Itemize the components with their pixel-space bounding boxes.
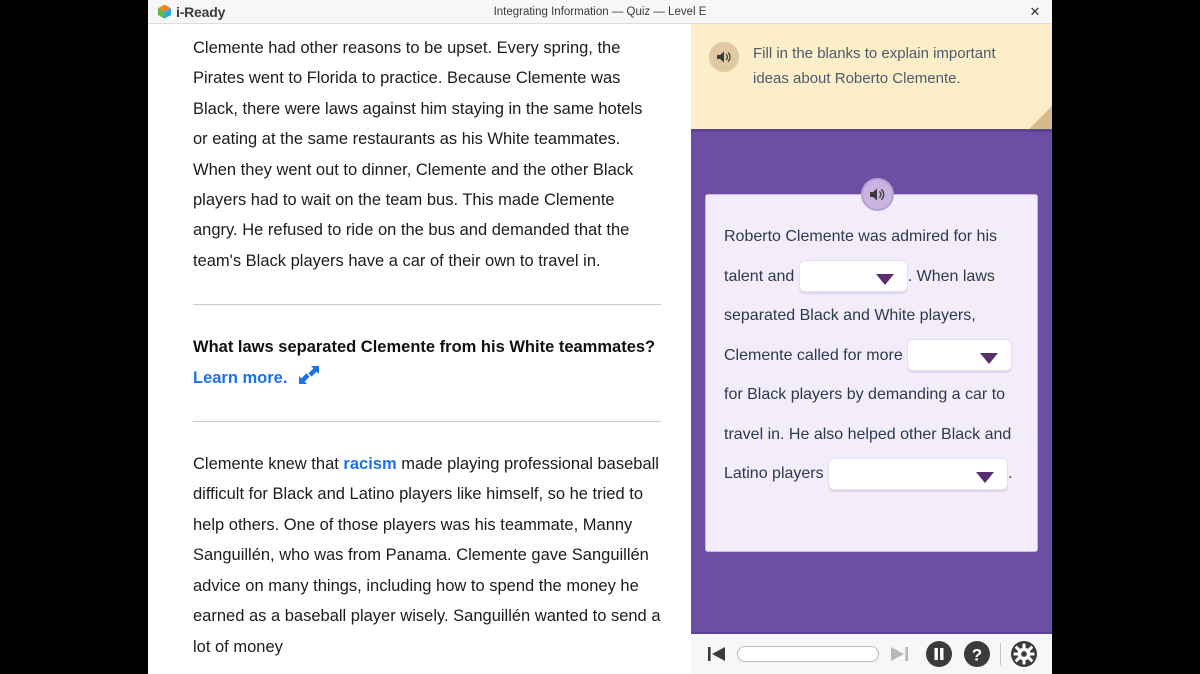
blank-dropdown-3[interactable] (828, 457, 1009, 490)
card-segment-1: Roberto Clemente was admired for his tal… (724, 228, 998, 285)
card-speaker-icon[interactable] (861, 178, 894, 211)
previous-icon[interactable] (705, 643, 729, 665)
reading-pane: Clemente had other reasons to be upset. … (148, 24, 691, 674)
iready-logo: i-Ready (157, 4, 225, 20)
comprehension-question: What laws separated Clemente from his Wh… (193, 332, 661, 395)
toolbar-divider (1000, 643, 1001, 665)
card-segment-2: . When laws separated Black and White pl… (724, 267, 995, 364)
help-icon[interactable]: ? (963, 640, 991, 668)
card-segment-3: for Black players by demanding a car to … (724, 386, 1012, 482)
passage-paragraph-2: Clemente knew that racism made playing p… (193, 449, 661, 662)
fill-in-the-blank-card: Roberto Clemente was admired for his tal… (705, 194, 1038, 552)
title-bar: i-Ready Integrating Information — Quiz —… (148, 0, 1052, 24)
app-window: i-Ready Integrating Information — Quiz —… (148, 0, 1052, 674)
logo-text: i-Ready (176, 3, 226, 20)
instruction-text: Fill in the blanks to explain important … (753, 45, 996, 87)
progress-bar[interactable] (737, 646, 880, 662)
svg-text:?: ? (972, 646, 982, 665)
passage-paragraph-1: Clemente had other reasons to be upset. … (193, 39, 643, 270)
settings-icon[interactable] (1010, 640, 1038, 668)
player-toolbar: ? (691, 632, 1052, 674)
glossary-link-racism[interactable]: racism (343, 455, 397, 474)
instruction-callout: Fill in the blanks to explain important … (691, 24, 1052, 132)
next-icon[interactable] (887, 643, 911, 665)
card-segment-4: . (1008, 465, 1013, 482)
cube-logo-icon (157, 4, 172, 19)
letterbox-right (1052, 0, 1200, 674)
window-title: Integrating Information — Quiz — Level E (493, 5, 707, 18)
paragraph2-rest: made playing professional baseball diffi… (193, 455, 661, 656)
speaker-icon[interactable] (709, 42, 739, 72)
question-text: What laws separated Clemente from his Wh… (193, 338, 656, 357)
learn-more-link[interactable]: Learn more. (193, 368, 288, 387)
divider-bottom (193, 421, 661, 423)
blank-dropdown-1[interactable] (798, 260, 908, 293)
callout-underline (691, 129, 1052, 132)
blank-dropdown-2[interactable] (907, 339, 1013, 372)
letterbox-left (0, 0, 148, 674)
divider-top (193, 304, 661, 306)
pause-icon[interactable] (925, 640, 953, 668)
activity-panel: Fill in the blanks to explain important … (691, 24, 1052, 674)
close-button[interactable]: ✕ (1029, 4, 1041, 19)
paragraph2-lead: Clemente knew that (193, 455, 344, 474)
callout-fold-corner (1026, 106, 1052, 132)
expand-arrows-icon[interactable] (298, 365, 320, 395)
